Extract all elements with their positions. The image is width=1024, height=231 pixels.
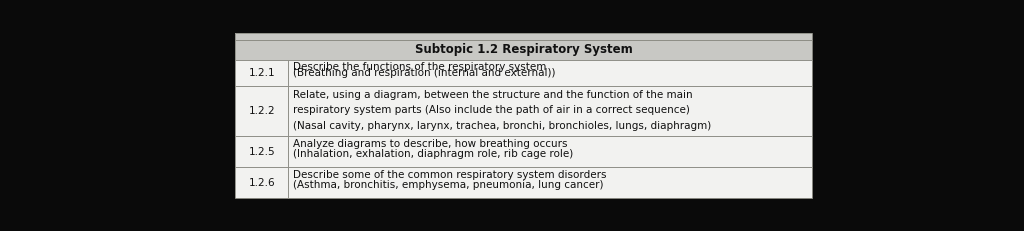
Text: (Nasal cavity, pharynx, larynx, trachea, bronchi, bronchioles, lungs, diaphragm): (Nasal cavity, pharynx, larynx, trachea,… — [293, 121, 712, 131]
Bar — [288, 85, 812, 136]
Text: Describe the functions of the respiratory system: Describe the functions of the respirator… — [293, 62, 547, 72]
Bar — [236, 85, 288, 136]
Bar — [236, 60, 288, 85]
Text: Analyze diagrams to describe, how breathing occurs: Analyze diagrams to describe, how breath… — [293, 139, 567, 149]
Text: Subtopic 1.2 Respiratory System: Subtopic 1.2 Respiratory System — [415, 43, 633, 56]
Bar — [812, 28, 922, 206]
Text: 1.2.1: 1.2.1 — [249, 68, 275, 78]
Bar — [288, 136, 812, 167]
Bar — [288, 60, 812, 85]
Text: 1.2.5: 1.2.5 — [249, 147, 275, 157]
Bar — [288, 167, 812, 198]
Bar — [128, 28, 236, 206]
Text: 1.2.2: 1.2.2 — [249, 106, 275, 116]
Bar — [236, 33, 812, 198]
Text: (Inhalation, exhalation, diaphragm role, rib cage role): (Inhalation, exhalation, diaphragm role,… — [293, 149, 573, 159]
Text: respiratory system parts (Also include the path of air in a correct sequence): respiratory system parts (Also include t… — [293, 106, 690, 116]
Bar — [236, 136, 288, 167]
Text: (Asthma, bronchitis, emphysema, pneumonia, lung cancer): (Asthma, bronchitis, emphysema, pneumoni… — [293, 180, 603, 190]
Text: 1.2.6: 1.2.6 — [249, 178, 275, 188]
Bar — [236, 33, 812, 40]
Bar — [236, 167, 288, 198]
Bar — [236, 40, 812, 60]
Text: (Breathing and respiration (internal and external)): (Breathing and respiration (internal and… — [293, 68, 555, 78]
Text: Relate, using a diagram, between the structure and the function of the main: Relate, using a diagram, between the str… — [293, 90, 692, 100]
Text: Describe some of the common respiratory system disorders: Describe some of the common respiratory … — [293, 170, 606, 180]
